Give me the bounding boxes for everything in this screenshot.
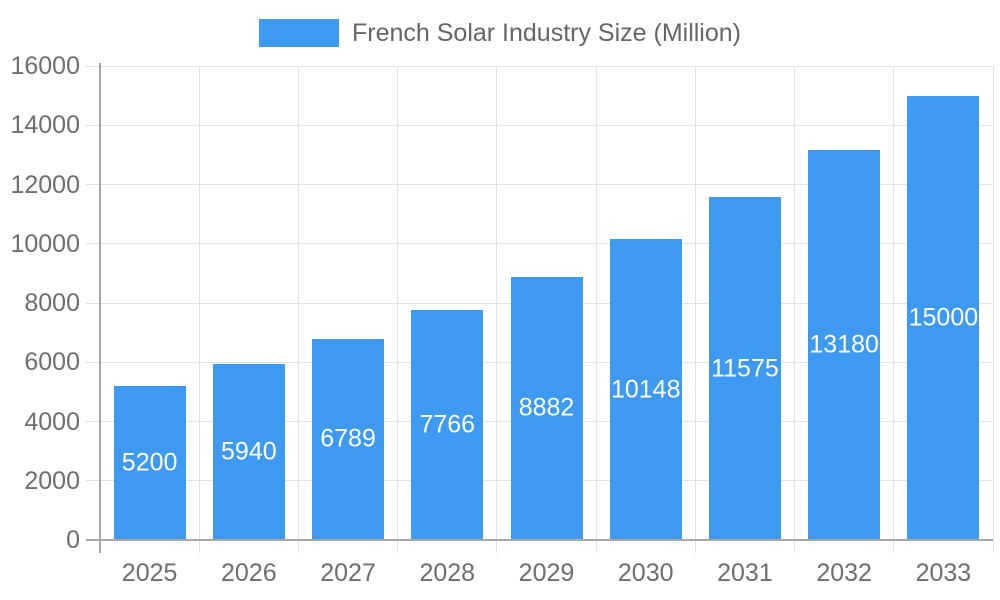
x-axis-line [86, 539, 993, 541]
x-axis-tick-label: 2032 [816, 559, 872, 587]
x-axis-tick-label: 2025 [121, 559, 178, 587]
y-gridline [86, 65, 993, 67]
chart-legend[interactable]: French Solar Industry Size (Million) [0, 17, 1000, 49]
y-axis-tick-label: 14000 [10, 111, 80, 140]
x-gridline [297, 66, 299, 553]
bar-value-label: 6789 [320, 424, 376, 453]
x-gridline [794, 66, 796, 553]
x-gridline [893, 66, 895, 553]
bar-value-label: 10148 [610, 375, 681, 404]
bar-2031[interactable]: 11575 [708, 197, 781, 540]
x-gridline [198, 66, 200, 553]
x-gridline [397, 66, 399, 553]
y-axis-line [99, 63, 101, 553]
x-axis-tick-label: 2030 [617, 559, 674, 587]
x-gridline [496, 66, 498, 553]
bar-2029[interactable]: 8882 [510, 276, 583, 540]
bar-2026[interactable]: 5940 [212, 364, 285, 540]
legend-label: French Solar Industry Size (Million) [351, 18, 741, 47]
y-axis-tick-label: 16000 [10, 52, 80, 80]
bar-2030[interactable]: 10148 [609, 239, 682, 540]
x-gridline [595, 66, 597, 553]
bar-value-label: 15000 [908, 303, 979, 332]
bar-2033[interactable]: 15000 [907, 95, 980, 540]
bar-2032[interactable]: 13180 [808, 149, 881, 540]
y-axis-tick-label: 12000 [10, 170, 80, 199]
y-axis-tick-label: 4000 [24, 407, 80, 436]
x-axis-tick-label: 2031 [717, 559, 773, 587]
x-axis-tick-label: 2027 [320, 559, 376, 587]
y-gridline [86, 124, 993, 126]
x-axis-tick-label: 2029 [518, 559, 575, 587]
y-axis-tick-label: 0 [66, 526, 80, 554]
bar-2025[interactable]: 5200 [113, 385, 186, 540]
y-gridline [86, 184, 993, 185]
bar-value-label: 11575 [711, 354, 779, 383]
y-axis-tick-label: 8000 [24, 289, 80, 317]
x-axis-tick-label: 2026 [221, 559, 277, 587]
bar-value-label: 5200 [121, 448, 178, 477]
y-axis-tick-label: 2000 [24, 466, 80, 495]
y-gridline [86, 243, 993, 245]
x-gridline [992, 66, 994, 553]
y-axis-tick-label: 10000 [10, 229, 80, 258]
y-axis-tick-label: 6000 [24, 348, 80, 377]
x-axis-tick-label: 2033 [915, 559, 972, 587]
legend-swatch-icon [258, 19, 339, 47]
x-axis-tick-label: 2028 [419, 559, 476, 587]
bar-value-label: 5940 [221, 437, 277, 466]
bar-value-label: 7766 [419, 410, 476, 439]
bar-value-label: 13180 [809, 330, 879, 359]
bar-2028[interactable]: 7766 [411, 309, 484, 540]
bar-value-label: 8882 [518, 393, 575, 422]
x-gridline [694, 66, 696, 553]
bar-2027[interactable]: 6789 [312, 338, 385, 540]
